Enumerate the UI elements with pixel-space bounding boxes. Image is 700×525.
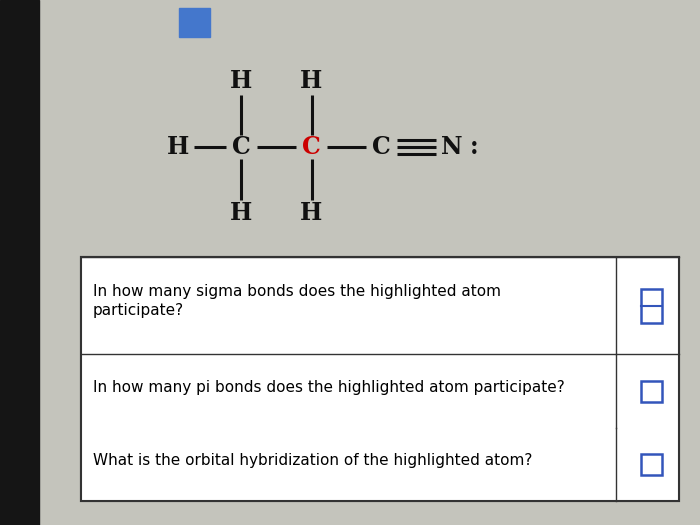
Text: C: C — [232, 135, 251, 159]
Bar — [640, 289, 661, 323]
Text: H: H — [300, 69, 323, 93]
Text: In how many sigma bonds does the highlighted atom
participate?: In how many sigma bonds does the highlig… — [93, 284, 501, 318]
Bar — [178, 8, 210, 37]
Text: In how many pi bonds does the highlighted atom participate?: In how many pi bonds does the highlighte… — [93, 380, 565, 395]
Text: C: C — [302, 135, 321, 159]
Bar — [80, 257, 679, 354]
Bar — [640, 454, 661, 475]
Text: N: N — [441, 135, 462, 159]
Text: H: H — [300, 201, 323, 225]
Bar — [80, 428, 679, 501]
Bar — [0, 0, 38, 525]
Bar — [80, 257, 679, 501]
Text: :: : — [470, 135, 478, 159]
Text: What is the orbital hybridization of the highlighted atom?: What is the orbital hybridization of the… — [93, 454, 533, 468]
Bar — [80, 257, 679, 501]
Bar — [640, 381, 661, 402]
Bar — [80, 354, 679, 428]
Text: H: H — [167, 135, 190, 159]
Text: H: H — [230, 201, 253, 225]
Text: H: H — [230, 69, 253, 93]
Text: C: C — [372, 135, 391, 159]
